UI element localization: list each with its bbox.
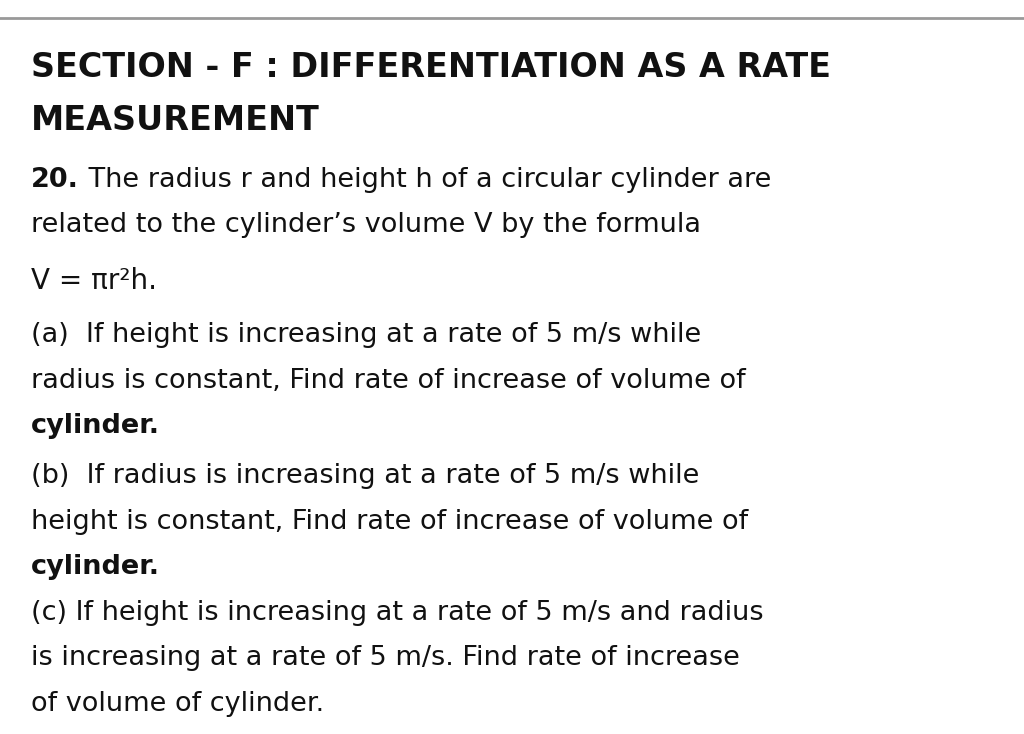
- Text: (a)  If height is increasing at a rate of 5 m/s while: (a) If height is increasing at a rate of…: [31, 322, 701, 348]
- Text: V = πr²h.: V = πr²h.: [31, 267, 157, 295]
- Text: cylinder.: cylinder.: [31, 554, 160, 580]
- Text: (b)  If radius is increasing at a rate of 5 m/s while: (b) If radius is increasing at a rate of…: [31, 463, 699, 489]
- Text: The radius r and height h of a circular cylinder are: The radius r and height h of a circular …: [80, 167, 771, 192]
- Text: MEASUREMENT: MEASUREMENT: [31, 104, 319, 137]
- Text: SECTION - F : DIFFERENTIATION AS A RATE: SECTION - F : DIFFERENTIATION AS A RATE: [31, 51, 830, 84]
- Text: height is constant, Find rate of increase of volume of: height is constant, Find rate of increas…: [31, 509, 748, 534]
- Text: related to the cylinder’s volume V by the formula: related to the cylinder’s volume V by th…: [31, 212, 700, 238]
- Text: (c) If height is increasing at a rate of 5 m/s and radius: (c) If height is increasing at a rate of…: [31, 600, 763, 625]
- Text: 20.: 20.: [31, 167, 79, 192]
- Text: radius is constant, Find rate of increase of volume of: radius is constant, Find rate of increas…: [31, 368, 745, 393]
- Text: of volume of cylinder.: of volume of cylinder.: [31, 691, 324, 716]
- Text: is increasing at a rate of 5 m/s. Find rate of increase: is increasing at a rate of 5 m/s. Find r…: [31, 645, 739, 671]
- Text: cylinder.: cylinder.: [31, 413, 160, 439]
